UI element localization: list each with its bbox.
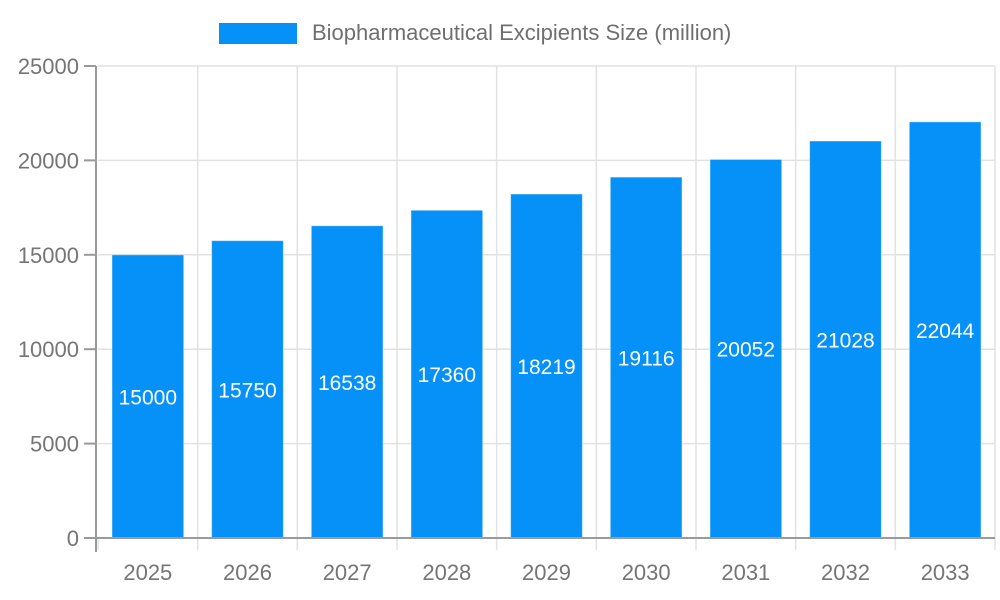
- y-tick-label: 5000: [30, 432, 79, 457]
- y-tick-label: 15000: [18, 243, 79, 268]
- legend[interactable]: Biopharmaceutical Excipients Size (milli…: [219, 20, 731, 46]
- bar[interactable]: [111, 254, 185, 539]
- bar-value-label: 15000: [119, 386, 177, 409]
- x-tick-label: 2025: [123, 560, 172, 585]
- bar[interactable]: [510, 193, 583, 539]
- x-tick-label: 2029: [522, 560, 571, 585]
- legend-label: Biopharmaceutical Excipients Size (milli…: [312, 20, 732, 45]
- bar[interactable]: [908, 121, 982, 539]
- y-tick-label: 10000: [18, 337, 79, 362]
- bar-value-label: 19116: [618, 348, 675, 371]
- bar-value-label: 18219: [517, 356, 575, 379]
- bar-value-label: 20052: [717, 339, 775, 362]
- x-tick-label: 2031: [721, 560, 770, 585]
- legend-swatch: [219, 22, 297, 44]
- bar[interactable]: [809, 140, 882, 539]
- x-tick-label: 2028: [422, 560, 471, 585]
- bar[interactable]: [211, 240, 284, 539]
- y-tick-label: 25000: [18, 54, 79, 79]
- bar[interactable]: [310, 225, 384, 539]
- bar[interactable]: [709, 158, 783, 539]
- y-tick-label: 20000: [18, 148, 79, 173]
- x-tick-label: 2030: [622, 560, 671, 585]
- y-tick-label: 0: [67, 526, 79, 551]
- bar[interactable]: [609, 176, 683, 539]
- x-tick-label: 2026: [223, 560, 272, 585]
- bar-value-label: 21028: [816, 329, 874, 352]
- bar-value-label: 16538: [318, 372, 376, 395]
- x-tick-label: 2033: [921, 560, 970, 585]
- bar-value-label: 15750: [218, 379, 276, 402]
- bar-value-label: 22044: [916, 320, 975, 343]
- bar-value-label: 17360: [418, 364, 476, 387]
- x-tick-label: 2032: [821, 560, 870, 585]
- bar[interactable]: [410, 209, 484, 539]
- x-tick-label: 2027: [323, 560, 372, 585]
